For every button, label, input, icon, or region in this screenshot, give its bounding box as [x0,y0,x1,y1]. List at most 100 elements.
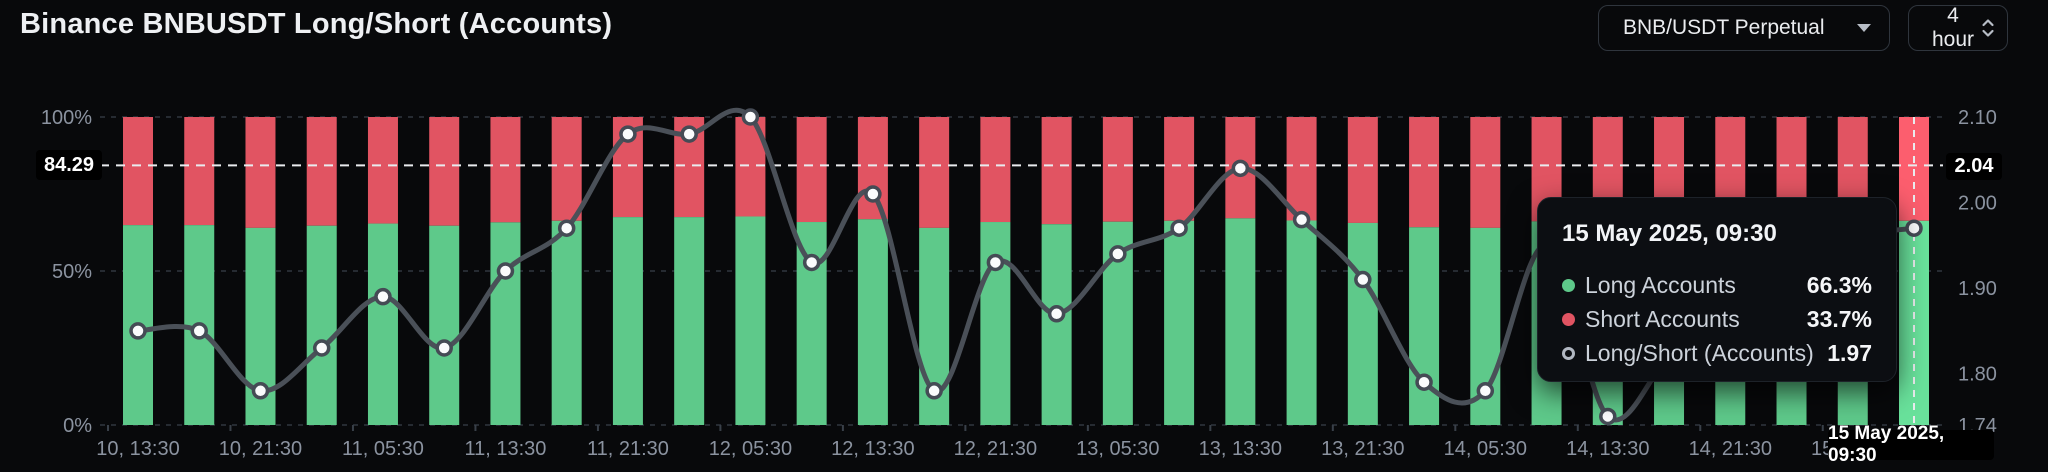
ratio-marker[interactable] [802,253,821,272]
short-bar[interactable] [551,117,582,221]
interval-selector[interactable]: 4 hour [1908,4,2008,51]
ratio-marker[interactable] [1415,373,1433,391]
y-axis-right-tick: 2.00 [1958,193,1997,215]
short-bar[interactable] [1347,117,1378,223]
chart-tooltip: 15 May 2025, 09:30 Long Accounts 66.3% S… [1537,197,1897,382]
stacked-bar[interactable] [184,117,215,425]
stacked-bar[interactable] [674,117,705,425]
long-bar[interactable] [306,225,337,425]
y-axis-right-tick: 2.10 [1958,107,1997,129]
short-bar[interactable] [245,117,276,228]
stacked-bar[interactable] [123,117,153,425]
tooltip-row-value: 66.3% [1806,271,1872,298]
stacked-bar[interactable] [306,117,337,425]
stacked-bar[interactable] [1470,117,1501,425]
stacked-bar[interactable] [1347,117,1378,425]
ratio-marker[interactable] [1109,245,1127,263]
ratio-marker[interactable] [251,382,270,400]
ratio-marker[interactable] [374,287,392,306]
long-bar[interactable] [612,217,643,425]
short-bar[interactable] [1164,117,1195,221]
ratio-marker[interactable] [190,322,208,340]
long-bar[interactable] [1286,220,1317,425]
ratio-marker[interactable] [1047,305,1066,323]
short-bar[interactable] [1470,117,1501,228]
ratio-marker[interactable] [1292,210,1311,229]
ratio-marker[interactable] [312,339,331,357]
short-bar[interactable] [429,117,460,226]
long-bar[interactable] [1164,220,1195,425]
x-axis-tick: 14, 05:30 [1444,438,1527,460]
pair-selector[interactable]: BNB/USDT Perpetual [1598,5,1890,51]
short-bar[interactable] [1102,117,1133,222]
long-bar[interactable] [367,223,398,425]
short-bar[interactable] [123,117,153,226]
x-axis-tick: 12, 13:30 [831,438,914,460]
ratio-marker[interactable] [680,125,698,143]
stacked-bar[interactable] [735,117,766,425]
long-bar[interactable] [1409,227,1440,425]
short-bar[interactable] [796,117,827,223]
short-bar[interactable] [184,117,215,226]
ratio-marker[interactable] [1354,270,1372,289]
tooltip-row-label: Long Accounts [1585,271,1736,298]
long-bar[interactable] [1347,222,1378,425]
short-bar[interactable] [490,117,521,223]
tooltip-date: 15 May 2025, 09:30 [1562,220,1777,247]
pair-selector-value: BNB/USDT Perpetual [1623,16,1825,39]
y-axis-right-tick: 1.90 [1958,278,1997,300]
stacked-bar[interactable] [245,117,276,425]
ratio-marker[interactable] [986,253,1005,272]
short-bar[interactable] [919,117,950,228]
long-bar[interactable] [490,222,521,425]
ratio-marker[interactable] [129,322,147,340]
ratio-marker[interactable] [1476,382,1495,400]
stacked-bar[interactable] [612,117,643,425]
stacked-bar[interactable] [1041,117,1072,425]
ratio-marker[interactable] [1905,219,1923,237]
long-bar[interactable] [735,216,766,425]
interval-selector-value: 4 hour [1931,4,1975,51]
short-bar[interactable] [857,117,888,220]
stacked-bar[interactable] [1164,117,1195,425]
ratio-marker[interactable] [925,382,943,400]
stacked-bar[interactable] [1286,117,1317,425]
long-bar[interactable] [980,222,1011,425]
ratio-marker[interactable] [496,262,515,280]
ratio-marker[interactable] [557,219,576,237]
short-bar[interactable] [306,117,337,226]
ratio-marker[interactable] [741,108,760,126]
short-bar[interactable] [1041,117,1072,225]
y-axis-left-tick: 100% [41,107,92,129]
long-bar[interactable] [1041,224,1072,425]
ratio-marker[interactable] [1170,219,1188,237]
ratio-marker[interactable] [864,185,882,203]
short-bar[interactable] [1409,117,1440,228]
stacked-bar[interactable] [980,117,1011,425]
x-axis-tick: 13, 21:30 [1321,438,1404,460]
ratio-marker[interactable] [1599,407,1617,426]
stacked-bar[interactable] [551,117,582,425]
ratio-marker[interactable] [619,125,637,143]
stacked-bar[interactable] [367,117,398,425]
long-bar[interactable] [1225,218,1256,425]
stacked-bar[interactable] [1102,117,1133,425]
ratio-marker[interactable] [1231,159,1250,178]
tooltip-row-value: 33.7% [1806,305,1872,332]
short-bar[interactable] [980,117,1011,223]
long-bar[interactable] [674,217,705,425]
long-bar[interactable] [551,220,582,425]
long-bar[interactable] [857,219,888,425]
chevron-down-icon [1857,24,1871,32]
ratio-marker[interactable] [435,339,453,357]
short-bar[interactable] [1286,117,1317,221]
tooltip-row-label: Long/Short (Accounts) [1585,339,1814,366]
short-accounts-dot-icon [1562,312,1575,326]
tooltip-row-label: Short Accounts [1585,305,1740,332]
long-bar[interactable] [429,225,460,425]
x-axis-tick: 10, 21:30 [219,438,302,460]
stacked-bar[interactable] [490,117,521,425]
stacked-bar[interactable] [429,117,460,425]
short-bar[interactable] [367,117,398,224]
stacked-bar[interactable] [857,117,888,425]
